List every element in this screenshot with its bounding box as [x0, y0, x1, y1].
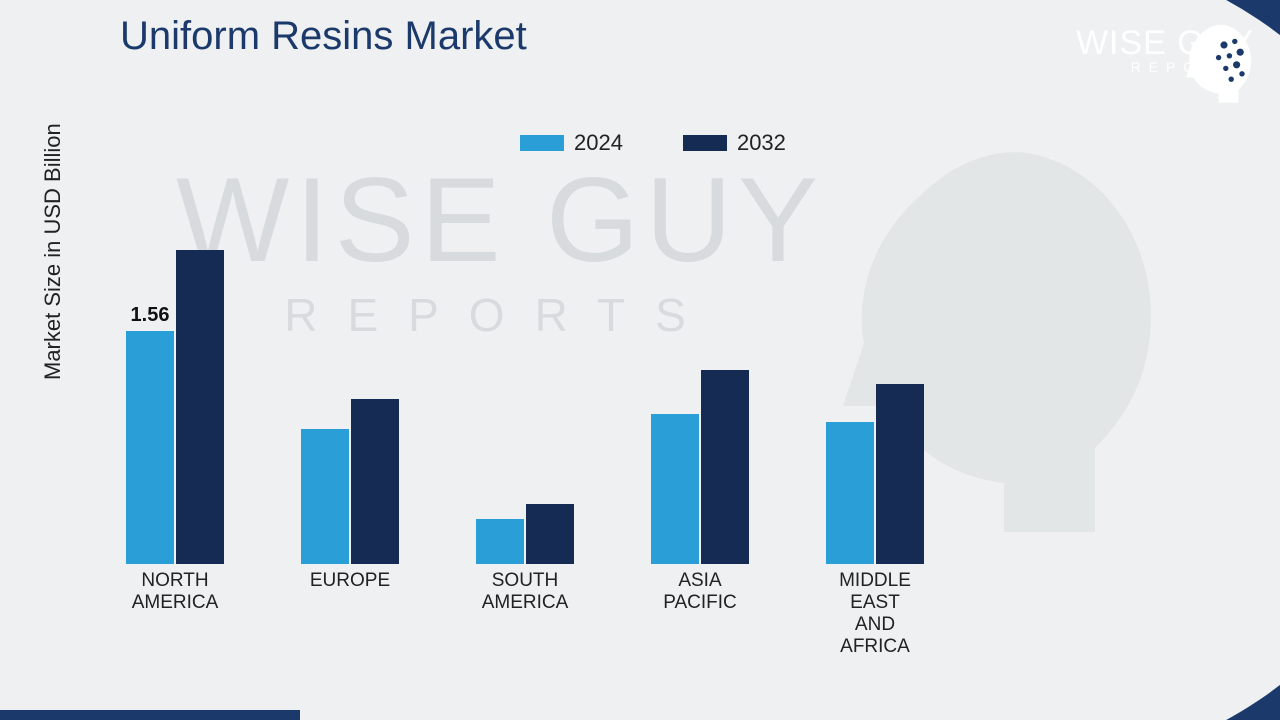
x-axis-label: EUROPE	[310, 570, 390, 592]
bar	[476, 519, 524, 564]
legend-label-2024: 2024	[574, 130, 623, 156]
bar	[301, 429, 349, 564]
brand-head-icon	[1170, 18, 1260, 108]
bar	[651, 414, 699, 564]
bar	[526, 504, 574, 564]
legend: 2024 2032	[520, 130, 786, 156]
bar-group: SOUTH AMERICA	[465, 190, 585, 564]
plot-area: 1.56NORTH AMERICA EUROPE SOUTH AMERICA ASIA…	[100, 190, 960, 564]
bar-group: EUROPE	[290, 190, 410, 564]
x-axis-label: ASIA PACIFIC	[663, 570, 737, 614]
bar	[126, 331, 174, 564]
bar	[826, 422, 874, 564]
legend-item-2024: 2024	[520, 130, 623, 156]
bar-group: 1.56NORTH AMERICA	[115, 190, 235, 564]
legend-swatch-2024	[520, 135, 564, 151]
right-brand-band	[980, 0, 1280, 720]
legend-item-2032: 2032	[683, 130, 786, 156]
x-axis-label: MIDDLE EAST AND AFRICA	[839, 570, 911, 657]
bar-group: MIDDLE EAST AND AFRICA	[815, 190, 935, 564]
x-axis-label: NORTH AMERICA	[132, 570, 219, 614]
bar	[176, 250, 224, 564]
chart-title: Uniform Resins Market	[120, 14, 527, 59]
bottom-accent-bar	[0, 710, 300, 720]
x-axis-label: SOUTH AMERICA	[482, 570, 569, 614]
bar-value-label: 1.56	[131, 304, 170, 327]
brand-logo: WISE GUY REPORTS	[1076, 24, 1254, 75]
bar	[876, 384, 924, 564]
bar	[701, 370, 749, 564]
bar	[351, 399, 399, 564]
y-axis-label: Market Size in USD Billion	[40, 123, 66, 380]
bar-group: ASIA PACIFIC	[640, 190, 760, 564]
legend-swatch-2032	[683, 135, 727, 151]
chart-stage: Uniform Resins Market WISE GUY REPORTS W…	[0, 0, 1280, 720]
legend-label-2032: 2032	[737, 130, 786, 156]
